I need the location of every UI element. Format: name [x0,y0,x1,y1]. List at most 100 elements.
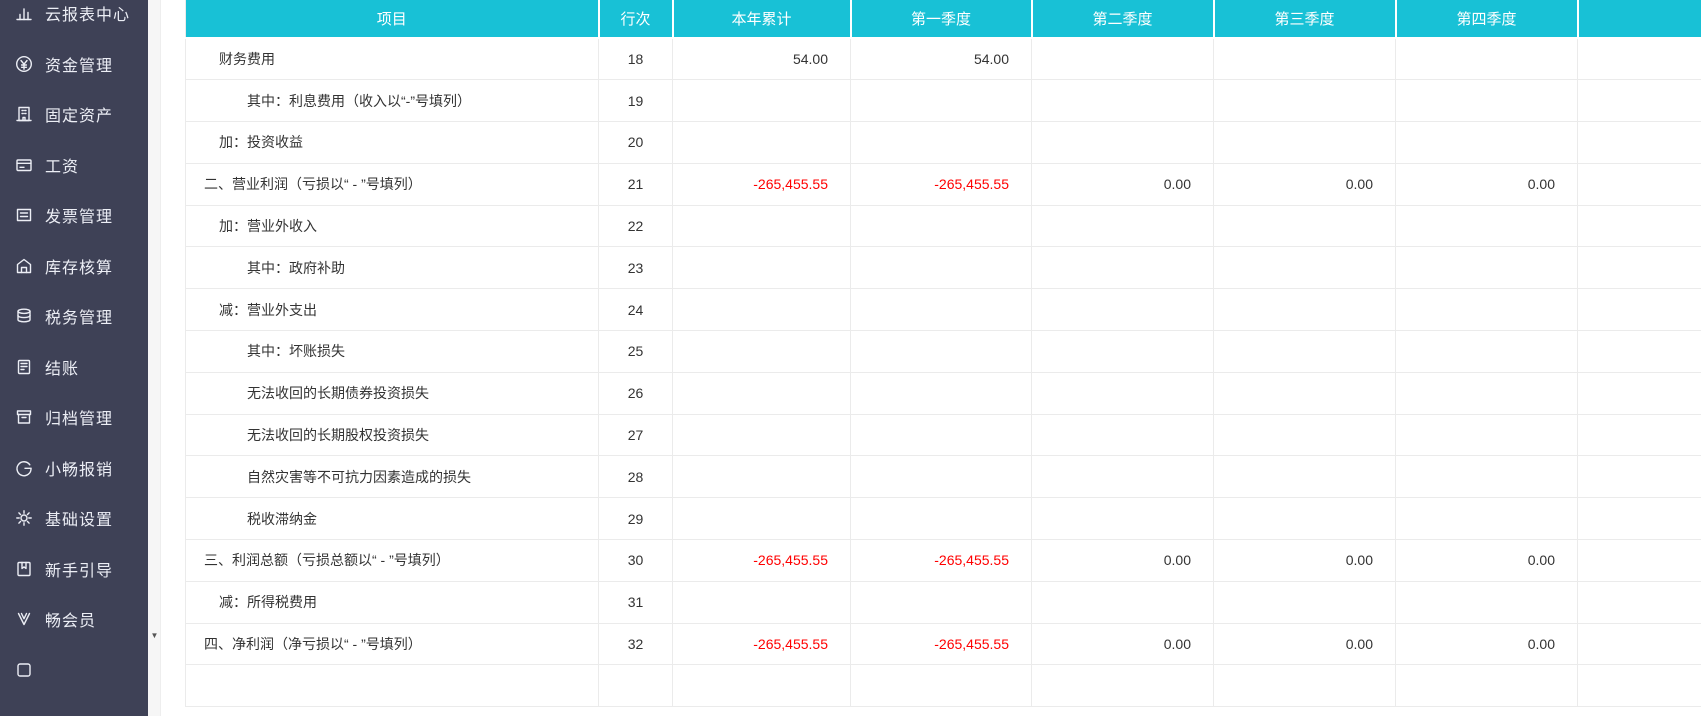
value-cell: 0.00 [1395,539,1578,582]
value-cell [1213,664,1396,708]
value-cell [1213,455,1396,499]
sidebar-item-12[interactable]: 新手引导 [0,544,148,595]
line-number-cell: 24 [598,288,673,332]
value-cell [1031,79,1214,123]
sidebar-item-4[interactable]: 工资 [0,140,148,191]
value-cell [1031,288,1214,332]
item-cell: 财务费用 [185,38,599,81]
value-cell [1031,205,1214,248]
value-cell [1213,121,1396,164]
sidebar-item-11[interactable]: 基础设置 [0,493,148,544]
table-row: 减：所得税费用 31 [185,581,1701,624]
sidebar-item-label: 结账 [45,360,80,378]
value-cell: -265,455.55 [850,539,1032,582]
value-cell [1213,414,1396,457]
sidebar-item-label: 新手引导 [45,562,114,580]
value-cell [1395,121,1578,164]
sidebar-item-9[interactable]: 归档管理 [0,392,148,443]
line-number-cell: 18 [598,38,673,81]
value-cell [1395,288,1578,332]
value-cell [1213,330,1396,373]
value-cell [672,497,851,541]
sidebar: 云报表中心资金管理固定资产工资 发票管理库存核算税务管理结账归档管理小畅报销基础设… [0,0,148,716]
value-cell [850,246,1032,290]
sidebar-item-5[interactable]: 发票管理 [0,190,148,241]
partial-item-icon [13,659,35,681]
value-cell [672,414,851,457]
sidebar-item-label: 小畅报销 [45,461,114,479]
table-row: 财务费用 18 54.00 54.00 [185,38,1701,81]
sidebar-item-label: 固定资产 [45,108,114,126]
value-cell [1031,581,1214,624]
invoice-icon [13,204,35,226]
value-cell [672,288,851,332]
line-number-cell: 32 [598,623,673,666]
sidebar-item-label: 资金管理 [45,57,114,75]
value-cell [1213,581,1396,624]
sidebar-item-8[interactable]: 结账 [0,342,148,393]
value-cell [672,455,851,499]
sidebar-item-13[interactable]: 畅会员 [0,594,148,645]
value-cell [850,664,1032,708]
value-cell [672,246,851,290]
value-cell [1395,246,1578,290]
value-cell: 54.00 [672,38,851,81]
value-cell [850,330,1032,373]
value-cell: -265,455.55 [672,539,851,582]
value-cell-partial [1577,205,1701,248]
value-cell [1031,372,1214,415]
table-row: 无法收回的长期债券投资损失 26 [185,372,1701,415]
sidebar-item-label: 归档管理 [45,411,114,429]
value-cell-partial [1577,581,1701,624]
item-cell: 加：投资收益 [185,121,599,164]
sidebar-item-14[interactable] [0,645,148,696]
inventory-icon [13,255,35,277]
report-area: 项目 行次 本年累计 第一季度 第二季度 第三季度 第四季度 财务费用 18 54.00 54.0… [185,0,1701,716]
line-number-cell [598,664,673,708]
item-cell: 其中：坏账损失 [185,330,599,373]
sidebar-item-1[interactable]: 云报表中心 [0,0,148,39]
scroll-down-arrow-icon[interactable]: ▼ [150,631,159,640]
column-header: 第二季度 [1031,0,1215,39]
item-cell: 其中：政府补助 [185,246,599,290]
sidebar-item-7[interactable]: 税务管理 [0,291,148,342]
sidebar-item-6[interactable]: 库存核算 [0,241,148,292]
value-cell [1213,372,1396,415]
sidebar-item-label: 畅会员 [45,613,97,631]
line-number-cell: 19 [598,79,673,123]
sidebar-scrollbar[interactable]: ▼ [148,0,161,716]
sidebar-item-10[interactable]: 小畅报销 [0,443,148,494]
value-cell [1031,455,1214,499]
line-number-cell: 20 [598,121,673,164]
value-cell [850,205,1032,248]
cloud-report-icon [13,2,35,24]
value-cell: 54.00 [850,38,1032,81]
table-header-row: 项目 行次 本年累计 第一季度 第二季度 第三季度 第四季度 [185,0,1701,39]
item-cell: 其中：利息费用（收入以“-”号填列） [185,79,599,123]
sidebar-item-3[interactable]: 固定资产 [0,89,148,140]
value-cell-partial [1577,497,1701,541]
line-number-cell: 25 [598,330,673,373]
value-cell: 0.00 [1031,163,1214,206]
report-table-body: 财务费用 18 54.00 54.00 其中：利息费用（收入以“-”号填列） 19 加：投资… [185,38,1701,708]
item-cell [185,664,599,708]
line-number-cell: 29 [598,497,673,541]
item-cell: 自然灾害等不可抗力因素造成的损失 [185,455,599,499]
table-row: 三、利润总额（亏损总额以“ - ”号填列） 30 -265,455.55 -265,4… [185,539,1701,582]
value-cell [850,581,1032,624]
table-row: 四、净利润（净亏损以“ - ”号填列） 32 -265,455.55 -265,455… [185,623,1701,666]
value-cell: -265,455.55 [672,163,851,206]
value-cell [1031,330,1214,373]
sidebar-item-2[interactable]: 资金管理 [0,39,148,90]
sidebar-item-label: 库存核算 [45,259,114,277]
value-cell-partial [1577,79,1701,123]
value-cell [1213,288,1396,332]
value-cell [1395,330,1578,373]
item-cell: 税收滞纳金 [185,497,599,541]
value-cell [1031,664,1214,708]
item-cell: 三、利润总额（亏损总额以“ - ”号填列） [185,539,599,582]
value-cell [1395,414,1578,457]
table-row: 其中：坏账损失 25 [185,330,1701,373]
item-cell: 四、净利润（净亏损以“ - ”号填列） [185,623,599,666]
value-cell [1395,79,1578,123]
